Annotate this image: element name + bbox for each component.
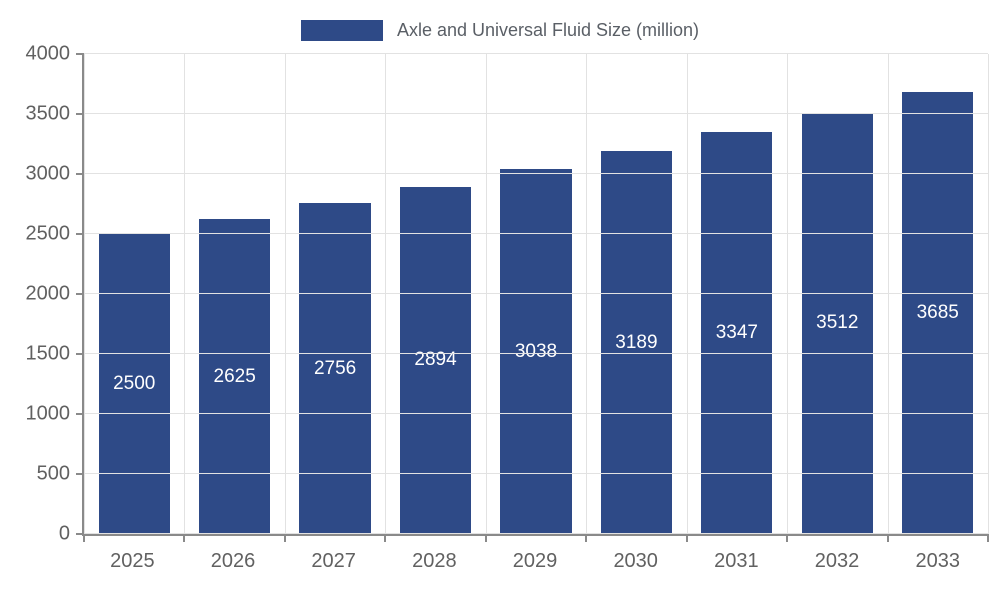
y-tick-mark — [76, 413, 84, 415]
bar-value-label: 3347 — [715, 322, 758, 344]
y-tick-label: 4000 — [25, 42, 71, 65]
bar-slot: 2500 — [84, 54, 184, 534]
bar-value-label: 3512 — [816, 312, 859, 334]
bar-slot: 3512 — [787, 54, 887, 534]
y-tick-mark — [76, 533, 84, 535]
legend-label: Axle and Universal Fluid Size (million) — [396, 19, 700, 40]
bar-value-label: 3038 — [514, 340, 558, 362]
x-tick-label: 2031 — [714, 550, 759, 572]
bar-slot: 2625 — [184, 54, 284, 534]
y-tick-mark — [76, 53, 84, 55]
bar-2031: 3347 — [701, 132, 773, 534]
h-gridline — [84, 173, 988, 174]
x-tick-label: 2025 — [110, 550, 155, 572]
y-tick-label: 3500 — [25, 102, 71, 125]
bar-2032: 3512 — [801, 112, 873, 534]
bar-2027: 2756 — [299, 203, 371, 534]
x-tick-label: 2028 — [412, 550, 457, 572]
bar-value-label: 2756 — [313, 357, 357, 379]
h-gridline — [84, 473, 988, 474]
h-gridline — [84, 533, 988, 534]
v-gridline — [988, 54, 989, 534]
x-tick-mark — [886, 534, 889, 542]
bar-2026: 2625 — [199, 219, 271, 534]
bar-slot: 3189 — [586, 54, 686, 534]
plot-wrap: 2500 2625 2756 2894 3038 3189 3347 3512 3685 0 50… — [26, 43, 989, 545]
y-tick-mark — [76, 173, 84, 175]
v-gridline — [887, 54, 889, 534]
x-tick-mark — [183, 534, 186, 542]
x-tick-mark — [685, 534, 688, 542]
bar-2033: 3685 — [902, 91, 974, 534]
v-gridline — [184, 54, 186, 534]
y-tick-mark — [76, 113, 84, 115]
v-gridline — [84, 54, 85, 534]
y-tick-label: 1500 — [25, 342, 71, 365]
y-tick-mark — [76, 473, 84, 475]
bar-value-label: 2500 — [113, 373, 156, 394]
h-gridline — [84, 353, 988, 354]
y-tick-label: 500 — [36, 462, 70, 485]
x-tick-label: 2026 — [210, 550, 256, 572]
h-gridline — [84, 113, 988, 114]
bar-slot: 2894 — [385, 54, 485, 534]
y-tick-mark — [76, 353, 84, 355]
v-gridline — [284, 54, 286, 534]
y-tick-label: 3000 — [25, 162, 71, 185]
bar-slot: 2756 — [285, 54, 385, 534]
legend: Axle and Universal Fluid Size (million) — [0, 16, 1000, 44]
x-tick-mark — [283, 534, 286, 542]
x-tick-label: 2032 — [814, 550, 860, 572]
y-tick-mark — [76, 293, 84, 295]
bar-value-label: 3685 — [916, 301, 959, 323]
bar-value-label: 2894 — [414, 349, 457, 371]
y-tick-label: 2500 — [25, 222, 71, 245]
y-tick-mark — [76, 233, 84, 235]
x-tick-mark — [987, 534, 989, 542]
bar-value-label: 2625 — [213, 365, 256, 387]
h-gridline — [84, 233, 988, 234]
x-tick-mark — [384, 534, 387, 542]
y-tick-label: 0 — [58, 522, 70, 545]
v-gridline — [485, 54, 487, 534]
bar-slot: 3038 — [486, 54, 586, 534]
bar-2028: 2894 — [399, 186, 472, 534]
v-gridline — [686, 54, 688, 534]
x-tick-mark — [786, 534, 789, 542]
x-tick-label: 2027 — [311, 550, 356, 572]
h-gridline — [84, 413, 988, 414]
x-tick-label: 2030 — [613, 550, 658, 572]
y-tick-label: 1000 — [25, 402, 71, 425]
h-gridline — [84, 293, 988, 294]
bar-slot: 3347 — [687, 54, 787, 534]
x-axis: 2025 2026 2027 2028 2029 2030 2031 2032 2033 — [82, 550, 988, 573]
bar-value-label: 3189 — [615, 331, 658, 353]
legend-swatch — [300, 19, 383, 41]
x-tick-label: 2033 — [915, 550, 960, 572]
h-gridline — [84, 53, 988, 54]
plot-area: 2500 2625 2756 2894 3038 3189 3347 3512 3685 0 50… — [26, 43, 989, 545]
y-tick-label: 2000 — [25, 282, 71, 305]
x-tick-mark — [83, 534, 85, 542]
bar-2029: 3038 — [500, 169, 572, 534]
v-gridline — [586, 54, 588, 534]
x-tick-mark — [484, 534, 487, 542]
bar-slot: 3685 — [888, 54, 988, 534]
x-tick-label: 2029 — [512, 550, 558, 572]
bars-layer: 2500 2625 2756 2894 3038 3189 3347 3512 3685 — [84, 54, 988, 534]
x-tick-mark — [585, 534, 588, 542]
v-gridline — [385, 54, 387, 534]
bar-2030: 3189 — [600, 151, 673, 534]
bar-2025: 2500 — [98, 234, 170, 534]
v-gridline — [787, 54, 789, 534]
